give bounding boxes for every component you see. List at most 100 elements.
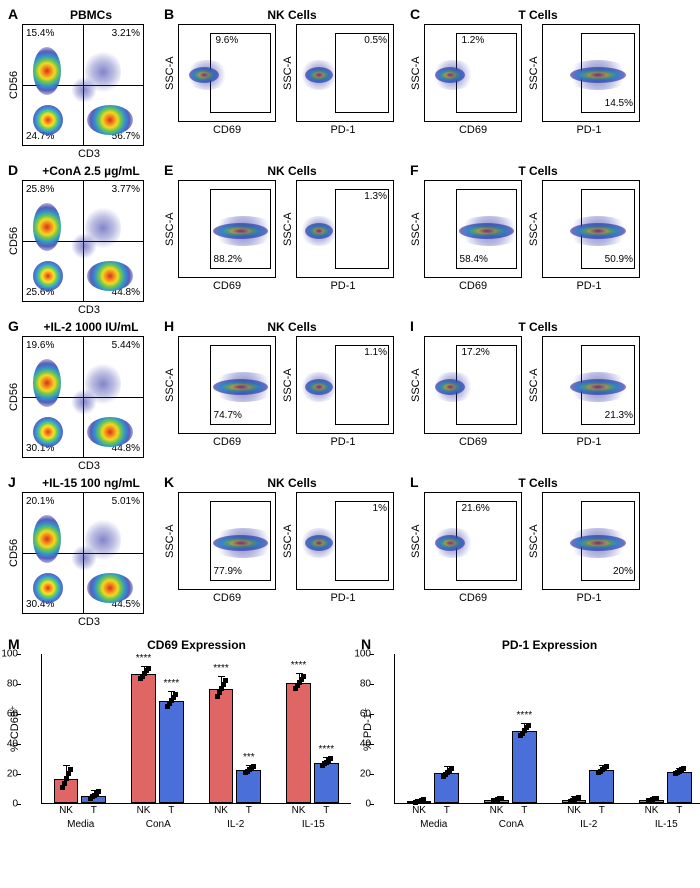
panel-label-J: J	[8, 474, 16, 490]
axis-x-pd1: PD-1	[540, 280, 638, 292]
facs-plot-cd69: 74.7%	[178, 336, 276, 434]
data-point	[604, 764, 609, 769]
panel-label-D: D	[8, 162, 18, 178]
facs-plot: 15.4% 3.21% 24.7% 56.7%	[22, 24, 144, 146]
xtick-nk: NK	[214, 805, 228, 816]
data-point	[68, 767, 73, 772]
facs-plot: 20.1% 5.01% 30.4% 44.5%	[22, 492, 144, 614]
pct-ur: 3.21%	[112, 28, 140, 39]
panel-label-I: I	[410, 318, 414, 334]
axis-x-pd1: PD-1	[294, 436, 392, 448]
pct-ul: 15.4%	[26, 28, 54, 39]
panel-title-G: +IL-2 1000 IU/mL	[26, 320, 156, 334]
bar-T	[159, 701, 184, 803]
significance-stars: ****	[207, 663, 236, 674]
data-point	[223, 678, 228, 683]
cell-type-title: T Cells	[428, 8, 648, 22]
axis-x-cd69: CD69	[178, 124, 276, 136]
data-point	[526, 723, 531, 728]
axis-y: CD56	[8, 492, 20, 614]
pct-cd69: 9.6%	[215, 35, 238, 46]
significance-stars: ****	[129, 653, 158, 664]
panel-label-G: G	[8, 318, 19, 334]
chart-title: CD69 Expression	[42, 638, 351, 652]
bar-T	[667, 772, 692, 804]
axis-y: CD56	[8, 180, 20, 302]
bar-NK	[131, 674, 156, 803]
pct-pd1: 21.3%	[605, 410, 633, 421]
axis-x-cd69: CD69	[424, 436, 522, 448]
xtick-t: T	[676, 805, 682, 816]
significance-stars: ****	[284, 660, 313, 671]
xtick-t: T	[91, 805, 97, 816]
data-point	[251, 764, 256, 769]
pct-cd69: 88.2%	[214, 254, 242, 265]
group-label: IL-2	[550, 819, 628, 830]
axis-y: CD56	[8, 24, 20, 146]
xtick-t: T	[168, 805, 174, 816]
axis-x: CD3	[22, 148, 156, 160]
xtick-t: T	[521, 805, 527, 816]
facs-plot-cd69: 88.2%	[178, 180, 276, 278]
xtick-nk: NK	[567, 805, 581, 816]
group-label: IL-15	[275, 819, 353, 830]
panel-title-J: +IL-15 100 ng/mL	[26, 476, 156, 490]
facs-plot: 25.8% 3.77% 25.6% 44.8%	[22, 180, 144, 302]
pct-ur: 5.44%	[112, 340, 140, 351]
facs-plot-pd1: 1%	[296, 492, 394, 590]
data-point	[421, 797, 426, 802]
axis-x: CD3	[22, 616, 156, 628]
pct-ll: 24.7%	[26, 131, 54, 142]
axis-y-ssc: SSC-A	[164, 24, 176, 122]
pct-cd69: 17.2%	[461, 347, 489, 358]
axis-y-ssc: SSC-A	[410, 492, 422, 590]
axis-y-ssc: SSC-A	[282, 492, 294, 590]
facs-plot-pd1: 14.5%	[542, 24, 640, 122]
facs-plot-pd1: 50.9%	[542, 180, 640, 278]
axis-y-ssc: SSC-A	[164, 492, 176, 590]
axis-x-pd1: PD-1	[294, 592, 392, 604]
pct-cd69: 21.6%	[461, 503, 489, 514]
pct-pd1: 50.9%	[605, 254, 633, 265]
axis-y-ssc: SSC-A	[282, 180, 294, 278]
axis-y-ssc: SSC-A	[410, 24, 422, 122]
panel-title-A: PBMCs	[26, 8, 156, 22]
significance-stars: ****	[157, 678, 186, 689]
axis-y-ssc: SSC-A	[528, 336, 540, 434]
panel-label-E: E	[164, 162, 173, 178]
xtick-t: T	[599, 805, 605, 816]
cell-type-title: T Cells	[428, 476, 648, 490]
facs-plot-pd1: 1.3%	[296, 180, 394, 278]
axis-x-cd69: CD69	[424, 124, 522, 136]
pct-lr: 56.7%	[112, 131, 140, 142]
group-label: Media	[395, 819, 473, 830]
cell-type-title: T Cells	[428, 320, 648, 334]
bar-T	[589, 770, 614, 803]
pct-lr: 44.5%	[112, 599, 140, 610]
axis-y-ssc: SSC-A	[528, 24, 540, 122]
axis-x-cd69: CD69	[424, 280, 522, 292]
group-label: ConA	[120, 819, 198, 830]
axis-x-pd1: PD-1	[540, 436, 638, 448]
facs-plot-cd69: 1.2%	[424, 24, 522, 122]
panel-label-L: L	[410, 474, 419, 490]
facs-plot-cd69: 21.6%	[424, 492, 522, 590]
xtick-nk: NK	[292, 805, 306, 816]
group-label: IL-15	[628, 819, 700, 830]
pct-pd1: 1%	[373, 503, 387, 514]
bar-T	[512, 731, 537, 803]
pct-pd1: 20%	[613, 566, 633, 577]
bar-T	[434, 773, 459, 803]
xtick-nk: NK	[645, 805, 659, 816]
data-point	[64, 776, 69, 781]
cell-type-title: T Cells	[428, 164, 648, 178]
pct-ll: 30.4%	[26, 599, 54, 610]
bar-area: NK TMedia **** ****NK TConA **** ***NK T…	[41, 654, 351, 804]
data-point	[146, 666, 151, 671]
pct-cd69: 74.7%	[214, 410, 242, 421]
pct-ll: 25.6%	[26, 287, 54, 298]
chart-ylabel: % PD-1⁺	[361, 654, 374, 804]
group-label: ConA	[473, 819, 551, 830]
axis-y-ssc: SSC-A	[282, 24, 294, 122]
cell-type-title: NK Cells	[182, 476, 402, 490]
